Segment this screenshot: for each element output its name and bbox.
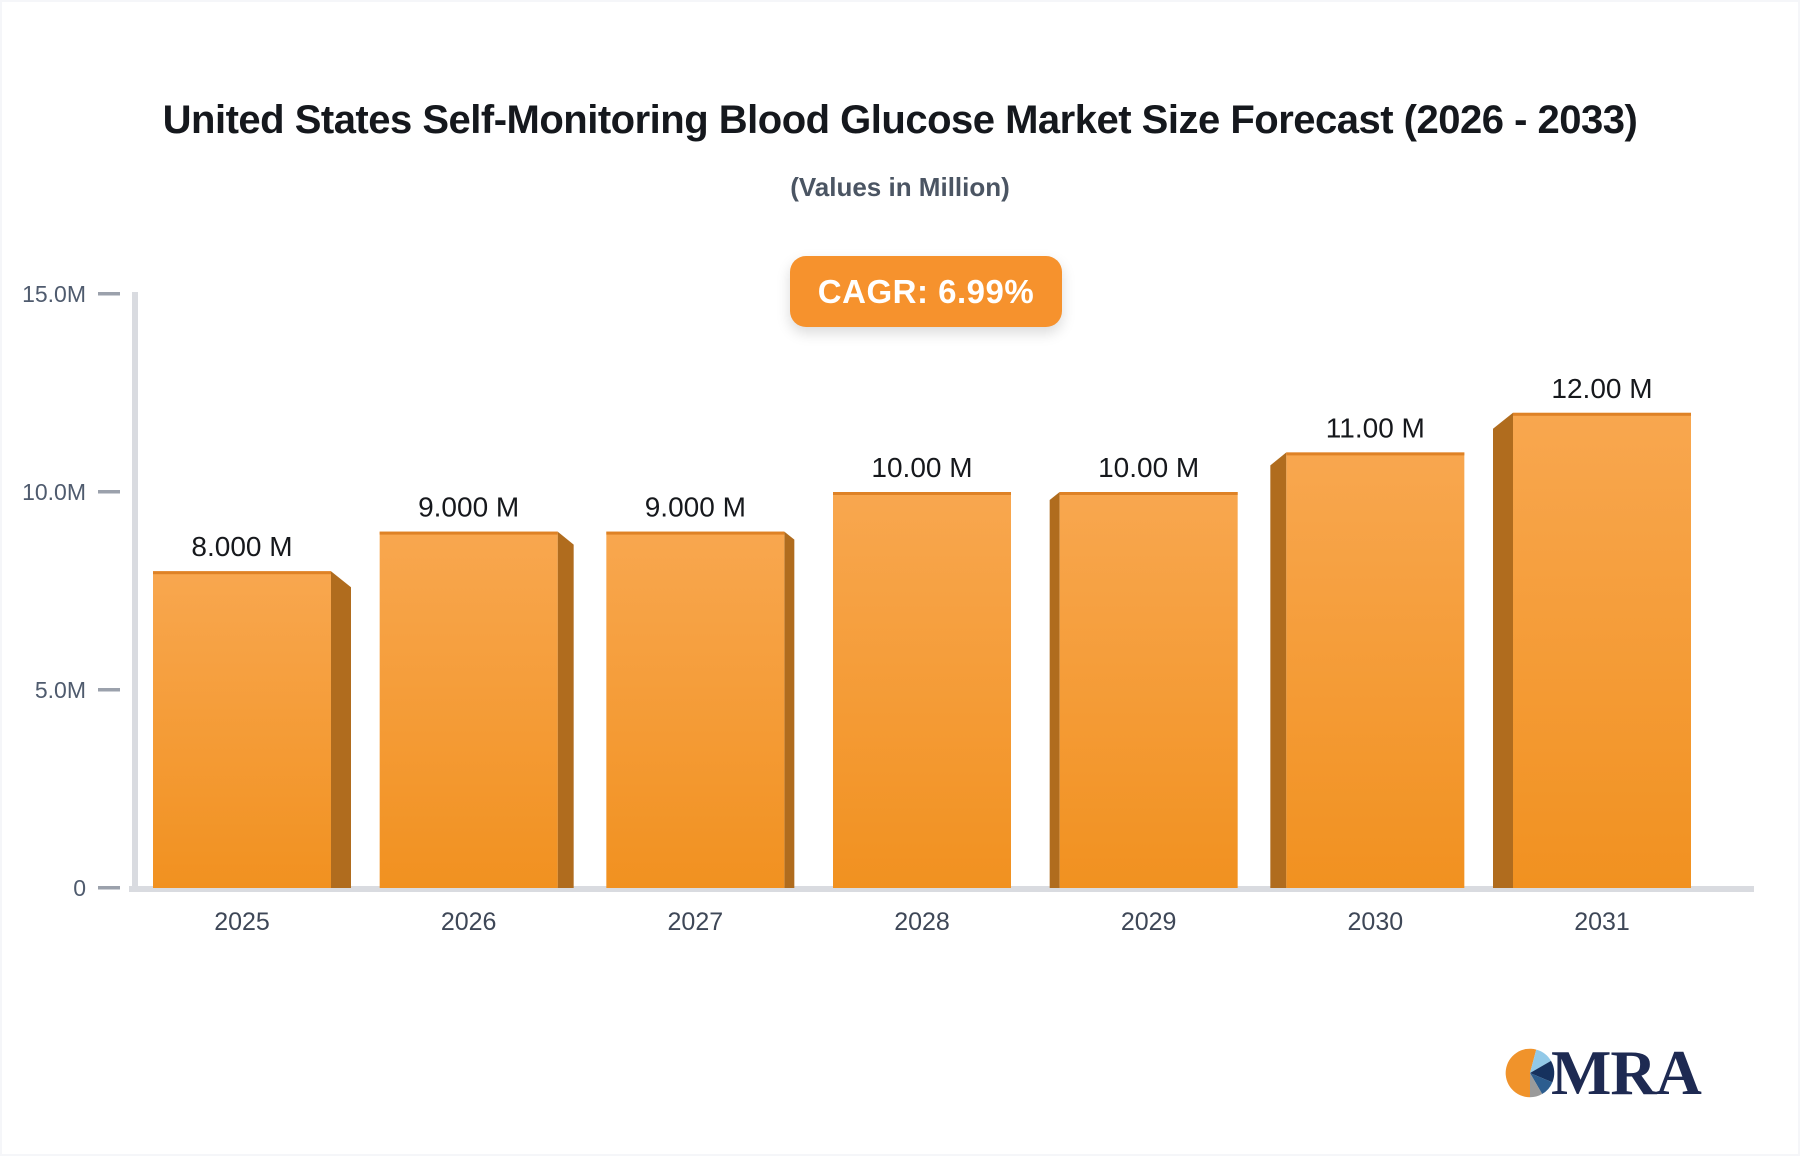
- mra-logo: MRA: [1502, 1036, 1702, 1110]
- y-tick: [98, 490, 120, 494]
- bar-top-edge: [606, 531, 785, 535]
- bar-top-edge: [1059, 492, 1238, 495]
- bar-side-face: [557, 531, 574, 888]
- bar-2026: 9.000 M 2026: [379, 492, 574, 936]
- bar-2031: 12.00 M 2031: [1493, 373, 1692, 936]
- bar-side-face: [1270, 452, 1287, 888]
- mra-logo-text: MRA: [1551, 1037, 1702, 1108]
- y-tick-label: 5.0M: [35, 677, 86, 703]
- bar-value-label: 9.000 M: [645, 492, 746, 523]
- y-axis-line: [132, 292, 138, 888]
- bar-top-edge: [153, 571, 331, 575]
- bar-front-face: [153, 571, 331, 888]
- x-category-label: 2028: [894, 908, 950, 936]
- x-category-label: 2031: [1574, 908, 1630, 936]
- bar-value-label: 8.000 M: [191, 531, 292, 562]
- bar-2025: 8.000 M 2025: [153, 531, 351, 936]
- bar-side-face: [1493, 412, 1514, 888]
- bar-2029: 10.00 M 2029: [1049, 452, 1238, 936]
- bar-value-label: 10.00 M: [871, 452, 972, 483]
- bar-side-face: [784, 531, 795, 888]
- bar-value-label: 9.000 M: [418, 492, 519, 523]
- y-tick-label: 0: [73, 875, 86, 901]
- bar-value-label: 10.00 M: [1098, 452, 1199, 483]
- x-category-label: 2026: [441, 908, 497, 936]
- bar-front-face: [1513, 412, 1692, 888]
- bar-top-edge: [833, 492, 1012, 495]
- bar-front-face: [606, 531, 785, 888]
- y-tick: [98, 886, 120, 890]
- x-category-label: 2025: [214, 908, 270, 936]
- bar-value-label: 12.00 M: [1551, 373, 1652, 404]
- bar-2027: 9.000 M 2027: [606, 492, 795, 936]
- bar-front-face: [1059, 492, 1238, 888]
- bar-side-face: [331, 571, 351, 888]
- x-axis-line: [129, 886, 1754, 892]
- bar-value-label: 11.00 M: [1326, 412, 1425, 443]
- x-category-label: 2030: [1348, 908, 1404, 936]
- chart-subtitle: (Values in Million): [790, 172, 1010, 202]
- bar-top-edge: [1286, 452, 1465, 456]
- chart-title: United States Self-Monitoring Blood Gluc…: [162, 98, 1638, 142]
- bar-2030: 11.00 M 2030: [1270, 412, 1465, 936]
- mra-logo-pie-icon: [1505, 1048, 1555, 1098]
- x-category-label: 2029: [1121, 908, 1177, 936]
- bar-front-face: [1286, 452, 1465, 888]
- bar-front-face: [833, 492, 1012, 888]
- y-tick: [98, 292, 120, 296]
- y-tick-label: 15.0M: [22, 281, 86, 307]
- cagr-badge: CAGR: 6.99%: [790, 256, 1062, 327]
- bar-top-edge: [1513, 412, 1692, 416]
- bar-top-edge: [379, 531, 558, 535]
- bar-side-face: [1049, 492, 1060, 888]
- y-tick: [98, 688, 120, 692]
- y-tick-label: 10.0M: [22, 479, 86, 505]
- bar-front-face: [379, 531, 558, 888]
- cagr-badge-label: CAGR: 6.99%: [817, 272, 1035, 310]
- x-category-label: 2027: [668, 908, 724, 936]
- bar-2028: 10.00 M 2028: [833, 452, 1012, 936]
